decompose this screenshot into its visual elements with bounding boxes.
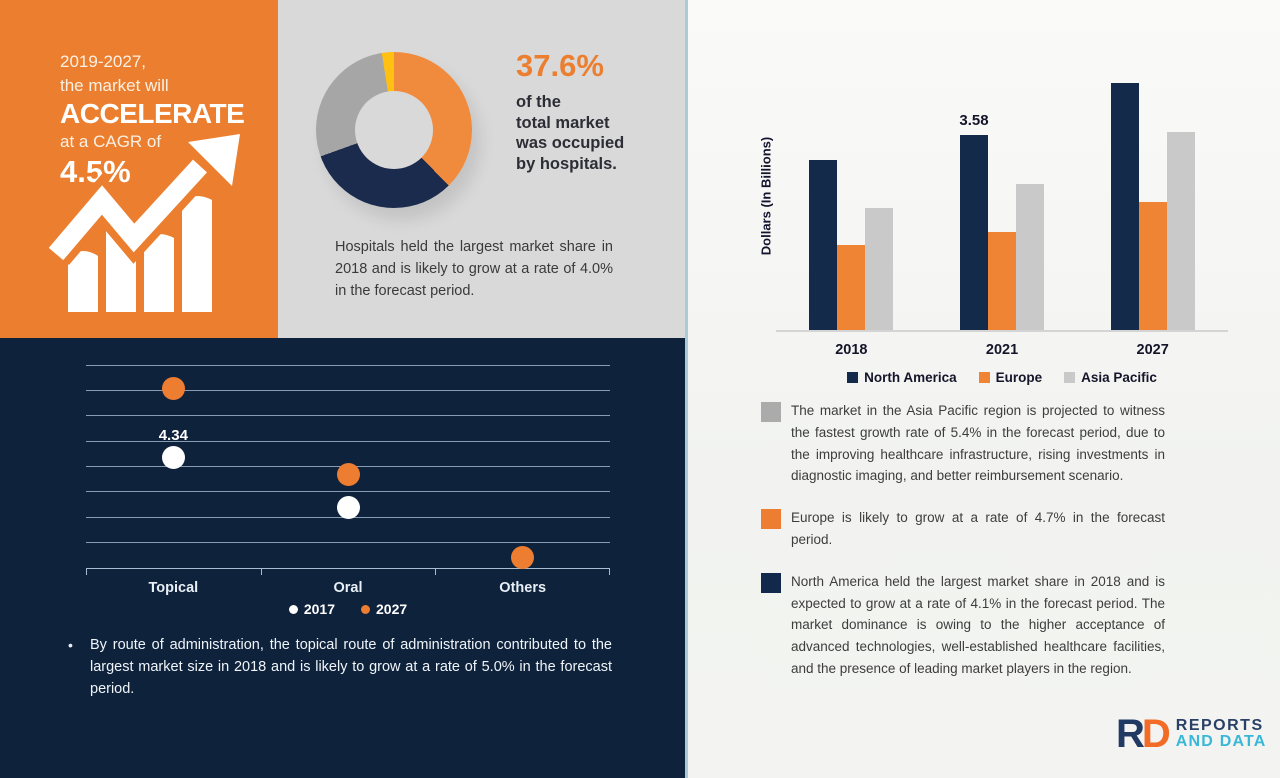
dot-plot-gridline [86,491,610,493]
legend-item-Europe: Europe [978,370,1043,385]
dot-category-label: Oral [333,580,363,596]
hospital-donut-chart [316,52,472,208]
dot-plot-gridline [86,542,610,544]
regional-note-row-0: The market in the Asia Pacific region is… [761,400,1171,487]
dot-plot-gridline [86,440,610,442]
promo-line2: the market will [60,76,169,95]
legend-item-Asia Pacific: Asia Pacific [1064,370,1157,385]
route-of-administration-panel: 4.34 Topical Oral Others 2017 2027 • By rou… [0,338,685,778]
regional-note-row-1: Europe is likely to grow at a rate of 4.… [761,507,1171,551]
route-note: By route of administration, the topical … [90,637,612,697]
bar-chart-y-axis-label: Dollars (In Billions) [758,136,774,256]
bar-group-2018 [776,60,927,330]
bullet-icon: • [68,637,73,653]
promo-period: 2019-2027, [60,52,147,71]
growth-arrow-icon [48,134,240,312]
logo-name-bottom: AND DATA [1175,733,1267,750]
dot-plot-gridline [86,415,610,417]
bar-value-label: 3.58 [959,112,989,130]
legend-square-icon [1064,372,1076,383]
bar-North America [809,159,838,330]
reports-and-data-logo: RD REPORTS AND DATA [1116,714,1267,754]
hospital-share-panel: 37.6% of the total market was occupied b… [278,0,685,338]
bar-Europe [988,231,1016,330]
regional-notes-list: The market in the Asia Pacific region is… [761,400,1171,700]
dot-category-label: Topical [148,580,199,596]
dot-plot-axis-tick [609,569,610,575]
route-dot-plot: 4.34 [86,364,610,575]
bar-category-label: 2018 [835,342,868,358]
legend-label: 2027 [376,601,408,617]
regional-note-row-2: North America held the largest market sh… [761,571,1171,680]
promo-emphasis: ACCELERATE [60,98,245,129]
bar-group-2027 [1077,60,1228,330]
regional-panel: Dollars (In Billions) 3.58 2018 2021 2027 … [685,0,1280,778]
regional-bar-chart: Dollars (In Billions) 3.58 2018 2021 2027 … [688,0,1280,395]
hospital-stat-block: 37.6% of the total market was occupied b… [516,48,624,174]
data-point-2017 [336,495,360,519]
bar-Asia Pacific [1166,131,1195,330]
bar-Asia Pacific [1016,184,1044,330]
dot-plot-legend: 2017 2027 [86,601,610,617]
data-point-2027 [511,546,535,570]
logo-mark-icon: RD [1116,712,1171,756]
bar-North America [1110,83,1139,330]
bar-Asia Pacific [865,207,894,330]
bar-Europe [837,245,866,330]
bar-category-label: 2021 [985,342,1019,358]
hospital-stat-caption: of the total market was occupied by hosp… [516,93,625,173]
legend-item-2017: 2017 [288,601,335,617]
legend-label: Europe [995,370,1043,385]
bar-category-label: 2027 [1136,342,1169,358]
regional-note-text: The market in the Asia Pacific region is… [791,403,1165,484]
dot-plot-axis-tick [260,569,262,575]
dot-plot-category-labels: Topical Oral Others [86,580,610,596]
data-point-2017 [161,446,185,470]
dot-plot-gridline [86,389,610,391]
logo-wordmark: REPORTS AND DATA [1176,718,1267,750]
dot-plot-axis-tick [435,569,437,575]
legend-label: Asia Pacific [1081,370,1157,385]
data-point-2027 [336,462,360,486]
legend-label: 2017 [303,601,335,617]
bar-North America: 3.58 [959,112,989,330]
legend-square-icon [847,372,859,383]
note-square-icon [761,402,781,422]
cagr-promo-panel: 2019-2027, the market will ACCELERATE at… [0,0,278,338]
data-point-label: 4.34 [158,426,188,444]
bar-group-2021: 3.58 [927,60,1078,330]
note-square-icon [761,572,781,593]
bar-plot-area: 3.58 [776,60,1228,332]
legend-item-2027: 2027 [361,601,407,617]
legend-label: North America [864,370,957,385]
logo-name-top: REPORTS [1175,717,1264,734]
note-square-icon [761,509,781,530]
legend-dot-icon [361,604,370,614]
route-note-row: • By route of administration, the topica… [68,634,612,700]
bar-Europe [1138,201,1167,330]
legend-square-icon [978,372,990,383]
hospital-note: Hospitals held the largest market share … [335,239,613,299]
hospital-stat-value: 37.6% [516,48,604,83]
regional-note-text: North America held the largest market sh… [791,573,1165,676]
data-point-2027 [161,377,185,401]
legend-item-North America: North America [847,370,957,385]
regional-note-text: Europe is likely to grow at a rate of 4.… [791,510,1165,547]
bar-chart-legend: North America Europe Asia Pacific [776,370,1228,385]
dot-category-label: Others [499,580,547,596]
donut-hole [355,91,433,169]
dot-plot-gridline [86,364,610,366]
bar-chart-category-labels: 2018 2021 2027 [776,342,1228,358]
dot-plot-axis-tick [86,569,87,575]
legend-dot-icon [288,604,298,614]
promo-line4: at a CAGR of [60,132,162,151]
